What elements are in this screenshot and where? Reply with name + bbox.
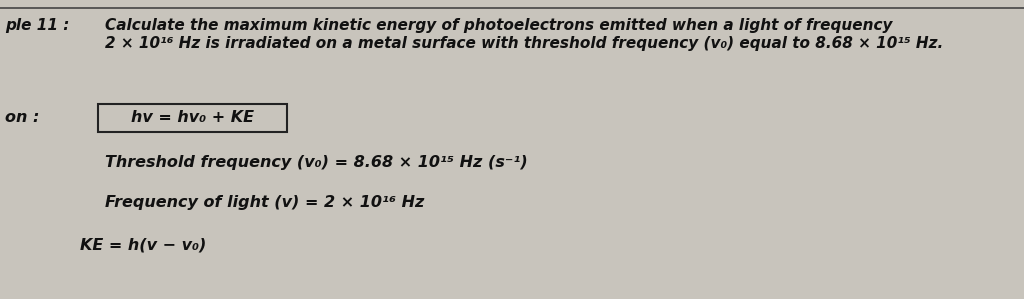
FancyBboxPatch shape [98, 104, 287, 132]
Text: Calculate the maximum kinetic energy of photoelectrons emitted when a light of f: Calculate the maximum kinetic energy of … [105, 18, 893, 33]
Text: Frequency of light (v) = 2 × 10¹⁶ Hz: Frequency of light (v) = 2 × 10¹⁶ Hz [105, 195, 424, 210]
Text: KE = h(v − v₀): KE = h(v − v₀) [80, 237, 207, 252]
Text: hv = hv₀ + KE: hv = hv₀ + KE [131, 111, 254, 126]
Text: on :: on : [5, 110, 39, 125]
Text: ple 11 :: ple 11 : [5, 18, 80, 33]
Text: Threshold frequency (v₀) = 8.68 × 10¹⁵ Hz (s⁻¹): Threshold frequency (v₀) = 8.68 × 10¹⁵ H… [105, 155, 527, 170]
Text: 2 × 10¹⁶ Hz is irradiated on a metal surface with threshold frequency (v₀) equal: 2 × 10¹⁶ Hz is irradiated on a metal sur… [105, 36, 943, 51]
